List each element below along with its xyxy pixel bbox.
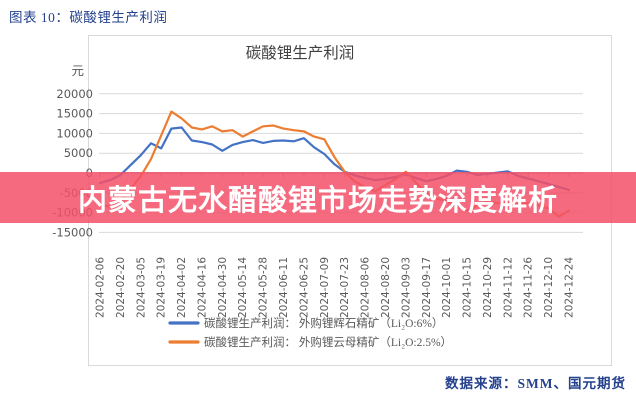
x-tick-label: 2024-12-24: [564, 257, 576, 318]
x-tick-label: 2024-11-26: [523, 257, 535, 318]
x-tick-label: 2024-05-28: [258, 257, 270, 318]
x-tick-label: 2024-09-17: [421, 257, 433, 318]
legend-label: 碳酸锂生产利润： 外购锂云母精矿（Li₂O:2.5%）: [204, 335, 452, 349]
x-tick-label: 2024-04-16: [196, 257, 208, 318]
x-tick-label: 2024-10-01: [441, 257, 453, 318]
x-tick-label: 2024-03-19: [156, 257, 168, 318]
x-tick-label: 2024-08-06: [360, 257, 372, 318]
x-tick-label: 2024-10-29: [482, 257, 494, 318]
x-tick-label: 2024-07-23: [339, 257, 351, 318]
x-tick-label: 2024-02-20: [115, 257, 127, 318]
x-tick-label: 2024-12-10: [543, 257, 555, 318]
x-tick-label: 2024-04-02: [176, 257, 188, 318]
figure-caption: 图表 10：碳酸锂生产利润: [9, 10, 168, 25]
y-tick-label: -15000: [52, 225, 93, 239]
overlay-title-banner: 内蒙古无水醋酸锂市场走势深度解析: [0, 172, 636, 223]
y-tick-label: 15000: [56, 107, 93, 121]
y-tick-label: 10000: [56, 126, 93, 140]
x-tick-label: 2024-02-06: [95, 257, 107, 318]
x-tick-label: 2024-09-03: [400, 257, 412, 318]
x-tick-label: 2024-11-12: [502, 257, 514, 318]
x-tick-label: 2024-06-25: [298, 257, 310, 318]
legend-label: 碳酸锂生产利润： 外购锂辉石精矿（Li₂O:6%）: [204, 316, 443, 330]
x-tick-label: 2024-10-15: [462, 257, 474, 318]
x-tick-label: 2024-07-09: [319, 257, 331, 318]
overlay-title-text: 内蒙古无水醋酸锂市场走势深度解析: [77, 184, 558, 217]
x-tick-label: 2024-08-20: [380, 257, 392, 318]
y-axis-unit: 元: [71, 64, 84, 78]
x-tick-label: 2024-03-05: [135, 257, 147, 318]
data-source: 数据来源：SMM、国元期货: [445, 376, 626, 391]
y-tick-label: 5000: [64, 146, 93, 160]
x-tick-label: 2024-04-30: [217, 257, 229, 318]
chart-title: 碳酸锂生产利润: [246, 44, 355, 62]
y-tick-label: 20000: [56, 87, 93, 101]
x-tick-label: 2024-05-14: [237, 257, 249, 318]
x-tick-label: 2024-06-11: [278, 257, 290, 318]
